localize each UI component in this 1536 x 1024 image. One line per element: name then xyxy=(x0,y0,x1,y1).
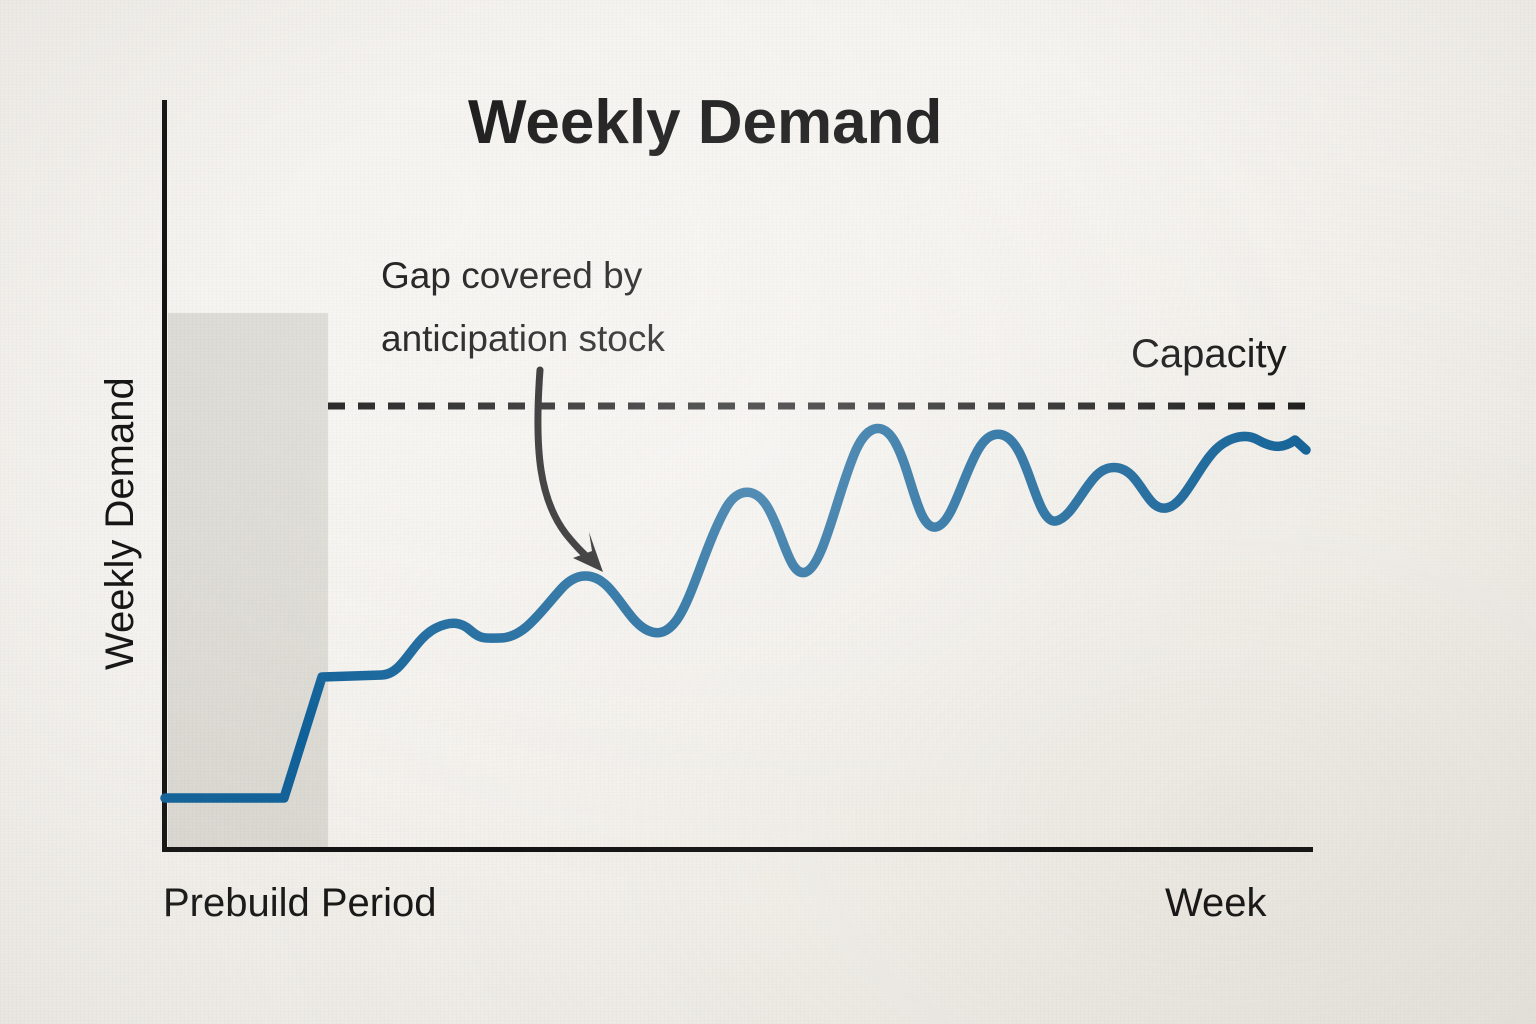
capacity-label: Capacity xyxy=(1131,332,1287,376)
gap-annotation-line2: anticipation stock xyxy=(381,318,665,359)
chart-title: Weekly Demand xyxy=(468,88,942,157)
demand-curve xyxy=(160,423,1311,803)
gap-annotation-line1: Gap covered by xyxy=(381,255,643,296)
annotation-arrow-head xyxy=(573,532,603,572)
prebuild-shaded-region xyxy=(168,313,328,850)
y-axis-label: Weekly Demand xyxy=(98,377,142,670)
annotation-arrow-curve xyxy=(534,366,598,567)
x-axis-label-left: Prebuild Period xyxy=(163,881,437,925)
x-axis-label-right: Week xyxy=(1165,881,1268,925)
